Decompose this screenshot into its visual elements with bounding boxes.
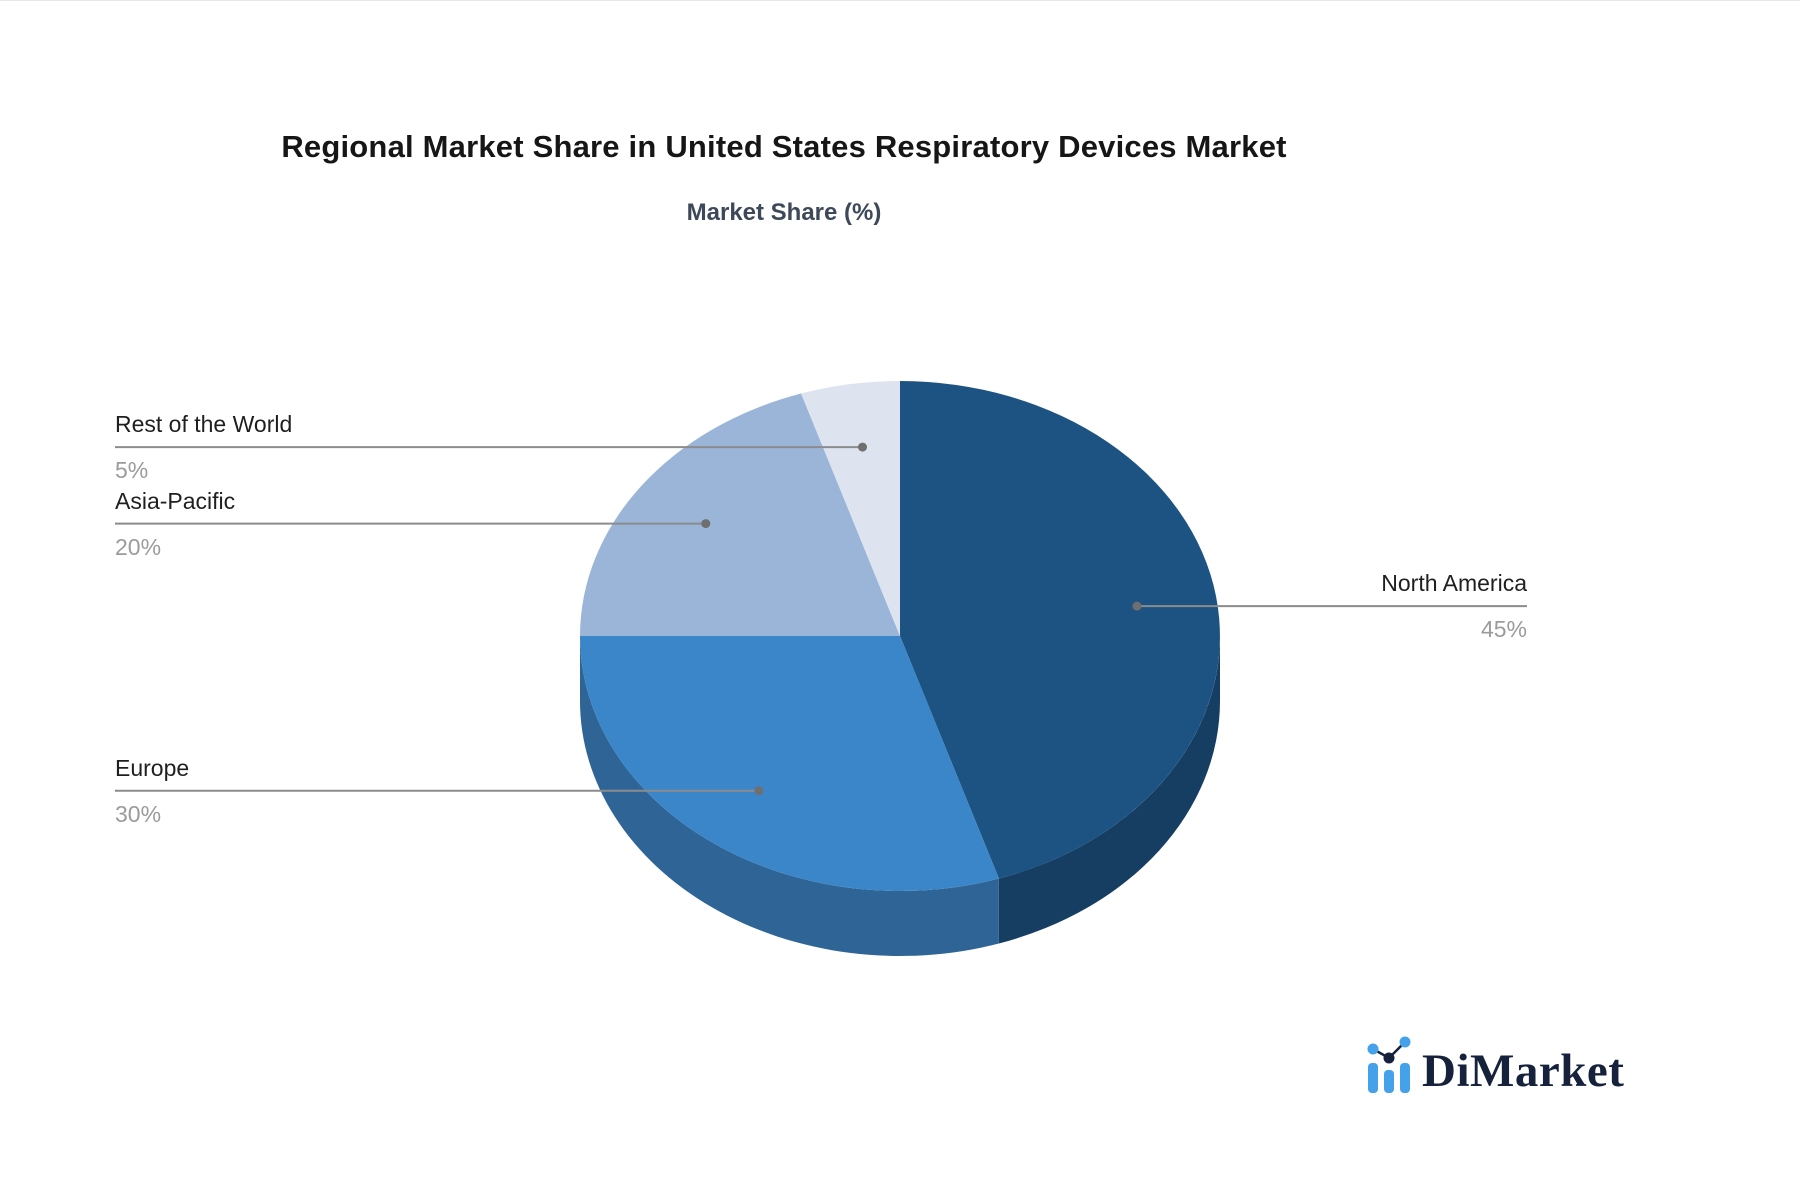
leader-dot-1 xyxy=(754,786,764,796)
chart-title: Regional Market Share in United States R… xyxy=(281,129,1287,164)
logo-dot-1 xyxy=(1367,1043,1379,1055)
pie-slice-3 xyxy=(801,381,900,636)
slice-value: 20% xyxy=(115,533,162,560)
slice-value: 30% xyxy=(115,800,162,827)
leader-dot-2 xyxy=(701,519,711,529)
slice-label: North America xyxy=(1381,570,1527,597)
pie-slice-0 xyxy=(900,381,1220,879)
dimarket-logo-icon xyxy=(1367,1036,1411,1093)
dimarket-logo-text: DiMarket xyxy=(1422,1045,1625,1097)
chart-subtitle: Market Share (%) xyxy=(686,199,882,226)
pie-slice-2 xyxy=(580,393,900,636)
pie-slice-side-1 xyxy=(580,636,999,956)
slice-label: Asia-Pacific xyxy=(115,487,236,514)
slice-value: 5% xyxy=(115,457,149,484)
logo-bar-1 xyxy=(1368,1063,1378,1093)
dimarket-logo: DiMarket xyxy=(1366,1031,1676,1103)
slice-value: 45% xyxy=(1480,616,1527,643)
logo-bar-2 xyxy=(1384,1070,1394,1093)
slice-label: Europe xyxy=(115,754,190,781)
logo-dot-2 xyxy=(1383,1052,1395,1064)
logo-bar-3 xyxy=(1400,1063,1410,1093)
pie-slice-1 xyxy=(580,636,999,891)
leader-dot-0 xyxy=(1132,601,1142,611)
logo-dot-3 xyxy=(1399,1036,1411,1048)
leader-dot-3 xyxy=(858,442,867,452)
slice-label: Rest of the World xyxy=(115,411,293,438)
pie-slice-side-0 xyxy=(998,636,1220,944)
